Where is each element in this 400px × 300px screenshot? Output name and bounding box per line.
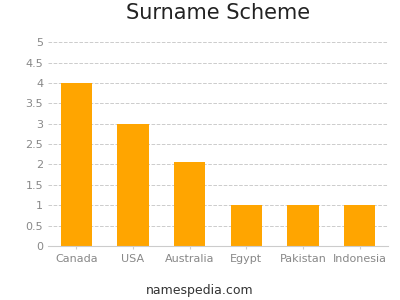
Title: Surname Scheme: Surname Scheme (126, 3, 310, 23)
Bar (61, 83, 92, 246)
Text: namespedia.com: namespedia.com (146, 284, 254, 297)
Bar (231, 205, 262, 246)
Bar (344, 205, 375, 246)
Bar (288, 205, 318, 246)
Bar (118, 124, 148, 246)
Bar (174, 163, 205, 246)
